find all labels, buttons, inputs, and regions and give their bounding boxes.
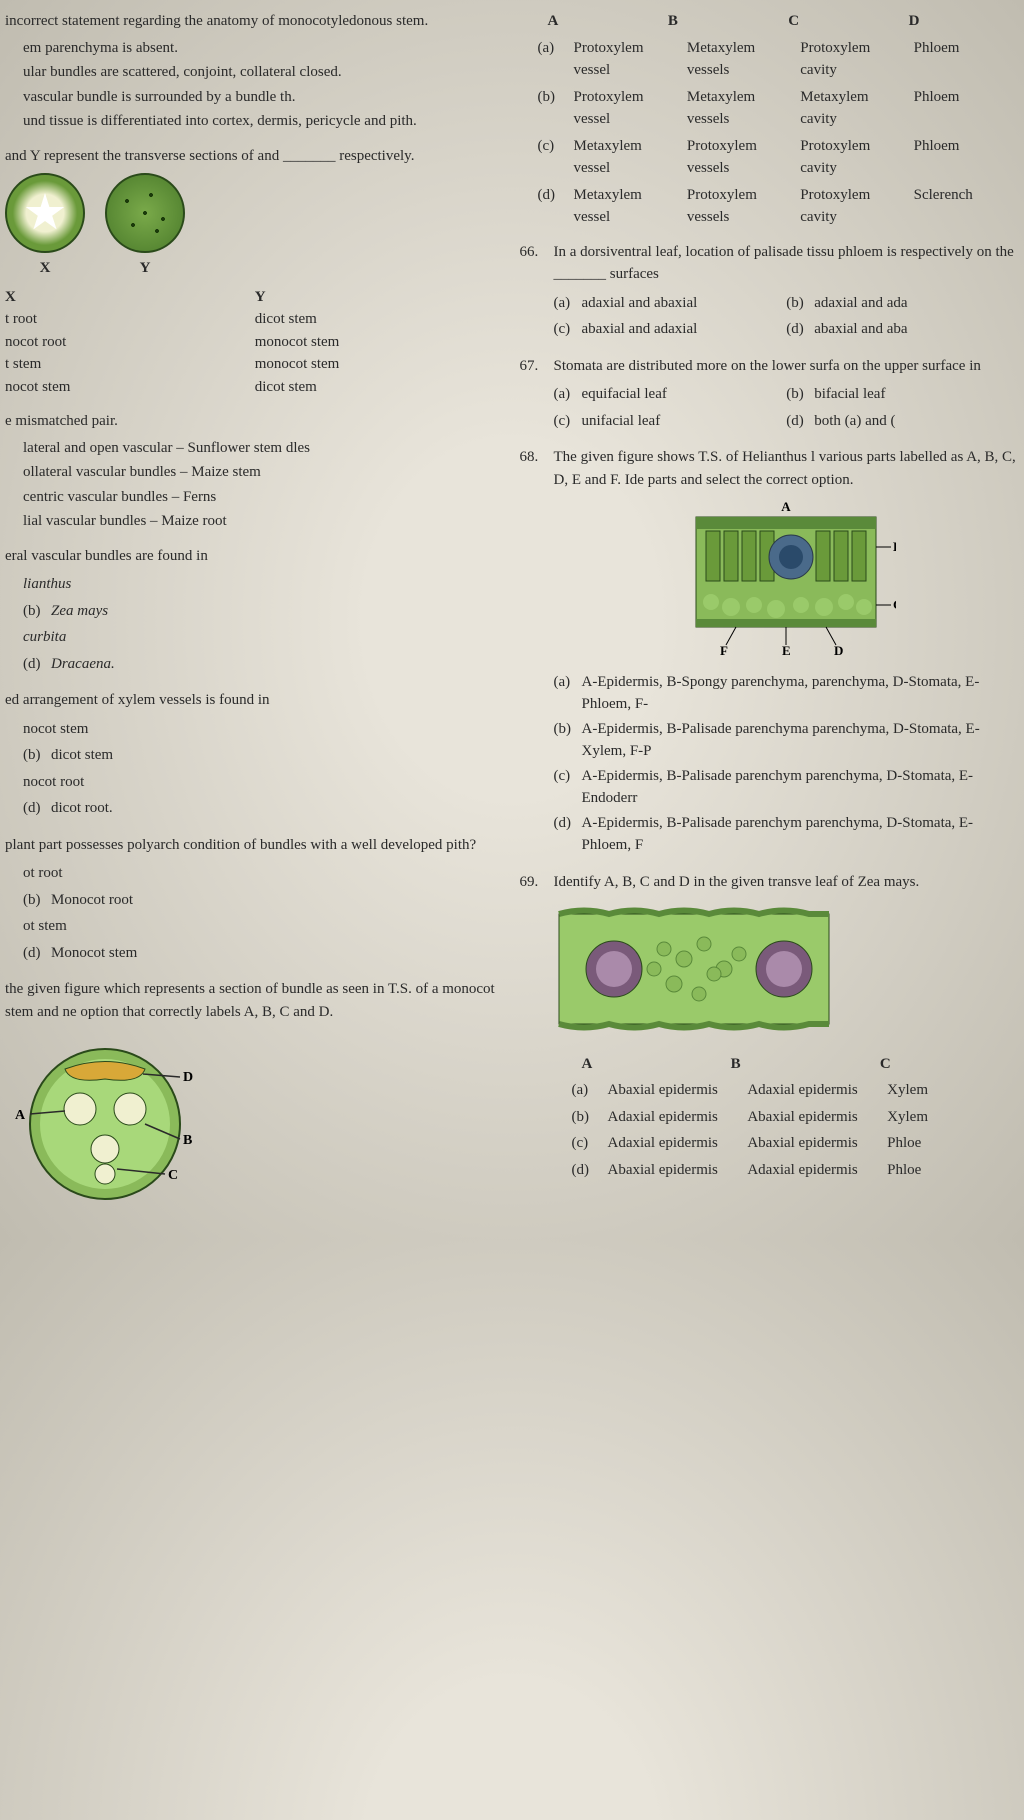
question-text: Identify A, B, C and D in the given tran… <box>554 871 1020 894</box>
question-text: In a dorsiventral leaf, location of pali… <box>554 241 1020 286</box>
option: lial vascular bundles – Maize root <box>23 510 505 533</box>
table-row: t stemmonocot stem <box>5 353 505 376</box>
option: ot stem <box>23 915 505 938</box>
table-row: (c)Adaxial epidermisAbaxial epidermisPhl… <box>572 1132 1020 1155</box>
table-row: (d)Metaxylem vesselProtoxylem vesselsPro… <box>538 184 1020 229</box>
question-67: 67. Stomata are distributed more on the … <box>520 355 1020 435</box>
option: (b)Zea mays <box>23 600 505 623</box>
option: nocot root <box>23 771 505 794</box>
option: (b)adaxial and ada <box>786 292 1019 315</box>
option: (a)A-Epidermis, B-Spongy parenchyma, par… <box>554 671 1020 716</box>
option: und tissue is differentiated into cortex… <box>23 110 505 133</box>
option: (b)bifacial leaf <box>786 383 1019 406</box>
option: (d)Dracaena. <box>23 653 505 676</box>
table-row: nocot rootmonocot stem <box>5 331 505 354</box>
question-text: incorrect statement regarding the anatom… <box>5 10 505 33</box>
option: (b)Monocot root <box>23 889 505 912</box>
figure-label: C <box>893 597 896 612</box>
table-row: (a)Abaxial epidermisAdaxial epidermisXyl… <box>572 1079 1020 1102</box>
option: vascular bundle is surrounded by a bundl… <box>23 86 505 109</box>
table-row: (b)Adaxial epidermisAbaxial epidermisXyl… <box>572 1106 1020 1129</box>
option: lianthus <box>23 573 505 596</box>
question-xylem: ed arrangement of xylem vessels is found… <box>5 689 505 822</box>
figure-label: Y <box>105 257 185 280</box>
option: (a)adaxial and abaxial <box>554 292 787 315</box>
option: centric vascular bundles – Ferns <box>23 486 505 509</box>
option: (d)both (a) and ( <box>786 410 1019 433</box>
question-66: 66. In a dorsiventral leaf, location of … <box>520 241 1020 343</box>
option: ular bundles are scattered, conjoint, co… <box>23 61 505 84</box>
table-row: t rootdicot stem <box>5 308 505 331</box>
table-header: A B C <box>582 1053 1020 1076</box>
question-anatomy: incorrect statement regarding the anatom… <box>5 10 505 133</box>
table-row: (a)Protoxylem vesselMetaxylem vesselsPro… <box>538 37 1020 82</box>
option: (d)dicot root. <box>23 797 505 820</box>
question-text: e mismatched pair. <box>5 410 505 433</box>
question-text: Stomata are distributed more on the lowe… <box>554 355 1020 378</box>
table-row: (d)Abaxial epidermisAdaxial epidermisPhl… <box>572 1159 1020 1182</box>
option: (c)unifacial leaf <box>554 410 787 433</box>
question-figure-ts: the given figure which represents a sect… <box>5 978 505 1217</box>
question-text: plant part possesses polyarch condition … <box>5 834 505 857</box>
figure-label-b: B <box>183 1133 192 1148</box>
figure-label: A <box>782 499 792 514</box>
option: ot root <box>23 862 505 885</box>
cross-section-y-icon <box>105 173 185 253</box>
option: (d)abaxial and aba <box>786 318 1019 341</box>
table-header: A B C D <box>548 10 1020 33</box>
option: ollateral vascular bundles – Maize stem <box>23 461 505 484</box>
figure-label: X <box>5 257 85 280</box>
figure-label-d: D <box>183 1070 193 1085</box>
table-row: nocot stemdicot stem <box>5 376 505 399</box>
question-text: ed arrangement of xylem vessels is found… <box>5 689 505 712</box>
option: (b)dicot stem <box>23 744 505 767</box>
question-mismatch: e mismatched pair. lateral and open vasc… <box>5 410 505 533</box>
question-text: eral vascular bundles are found in <box>5 545 505 568</box>
question-text: the given figure which represents a sect… <box>5 978 505 1023</box>
option: (d)Monocot stem <box>23 942 505 965</box>
figure-label: F <box>720 643 728 657</box>
question-69: 69. Identify A, B, C and D in the given … <box>520 871 1020 1186</box>
option: em parenchyma is absent. <box>23 37 505 60</box>
figure-label-c: C <box>168 1168 178 1183</box>
question-eral: eral vascular bundles are found in liant… <box>5 545 505 678</box>
question-polyarch: plant part possesses polyarch condition … <box>5 834 505 967</box>
helianthus-figure: A B C D E F <box>676 497 896 665</box>
option: (d)A-Epidermis, B-Palisade parenchym par… <box>554 812 1020 857</box>
option: (b)A-Epidermis, B-Palisade parenchyma pa… <box>554 718 1020 763</box>
cross-section-x-icon <box>5 173 85 253</box>
figure-label-a: A <box>15 1108 26 1123</box>
question-68: 68. The given figure shows T.S. of Helia… <box>520 446 1020 859</box>
question-text: The given figure shows T.S. of Helianthu… <box>554 446 1020 491</box>
question-65-options: A B C D (a)Protoxylem vesselMetaxylem ve… <box>520 10 1020 229</box>
figure-label: E <box>782 643 791 657</box>
xy-header: X Y <box>5 286 505 309</box>
table-row: (c)Metaxylem vesselProtoxylem vesselsPro… <box>538 135 1020 180</box>
option: curbita <box>23 626 505 649</box>
xy-figure: X Y <box>5 173 505 280</box>
zea-mays-figure <box>554 899 834 1047</box>
monocot-stem-figure: A B C D <box>5 1029 205 1217</box>
option: (a)equifacial leaf <box>554 383 787 406</box>
figure-label: B <box>893 539 896 554</box>
option: (c)A-Epidermis, B-Palisade parenchym par… <box>554 765 1020 810</box>
option: nocot stem <box>23 718 505 741</box>
question-text: and Y represent the transverse sections … <box>5 145 505 168</box>
option: (c)abaxial and adaxial <box>554 318 787 341</box>
question-xy: and Y represent the transverse sections … <box>5 145 505 399</box>
table-row: (b)Protoxylem vesselMetaxylem vesselsMet… <box>538 86 1020 131</box>
option: lateral and open vascular – Sunflower st… <box>23 437 505 460</box>
figure-label: D <box>834 643 843 657</box>
